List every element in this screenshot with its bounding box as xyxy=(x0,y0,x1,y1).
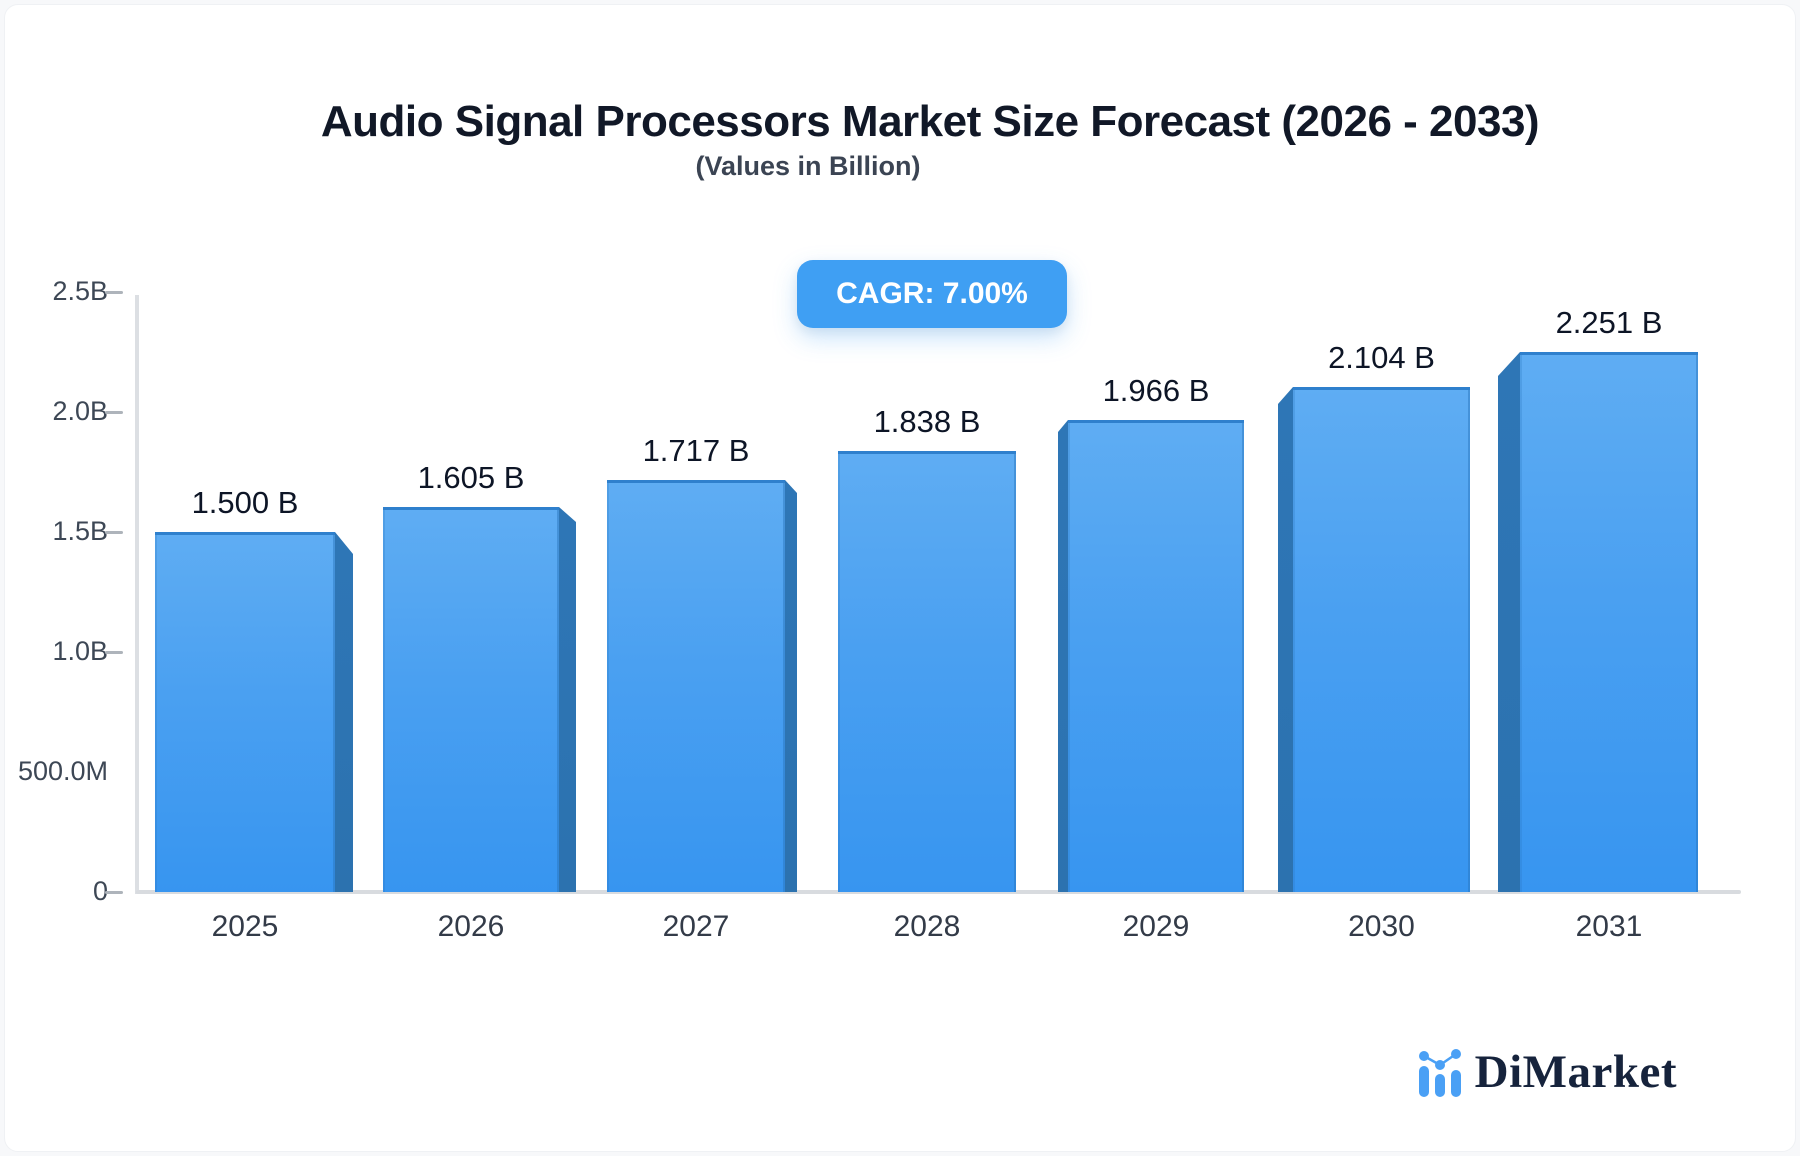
x-axis-label: 2030 xyxy=(1348,910,1415,943)
chart-title: Audio Signal Processors Market Size Fore… xyxy=(320,97,1540,146)
y-axis-line xyxy=(135,295,139,894)
bar-2025 xyxy=(155,532,335,892)
bar-side-face xyxy=(335,532,353,892)
bar-side-face xyxy=(1058,420,1068,892)
x-axis-line xyxy=(136,890,1741,894)
x-axis-label: 2027 xyxy=(662,910,730,943)
x-axis-label: 2025 xyxy=(211,910,279,943)
brand-name: DiMarket xyxy=(1474,1046,1677,1098)
bar-value-label: 2.251 B xyxy=(1555,305,1663,340)
brand-logo[interactable]: DiMarket xyxy=(1417,1045,1677,1099)
bar-2031 xyxy=(1520,352,1698,892)
bar-side-face xyxy=(559,507,576,892)
x-axis-label: 2031 xyxy=(1575,910,1643,943)
y-tick-label: 1.0B xyxy=(52,636,108,666)
bar-2026 xyxy=(383,507,559,892)
y-tick-mark xyxy=(105,651,123,654)
bar-value-label: 1.717 B xyxy=(642,433,750,468)
y-tick-label: 1.5B xyxy=(52,516,108,546)
x-axis-label: 2026 xyxy=(437,910,505,943)
cagr-badge: CAGR: 7.00% xyxy=(797,260,1067,328)
bar-2027 xyxy=(607,480,785,892)
chart-card: Audio Signal Processors Market Size Fore… xyxy=(4,4,1796,1152)
x-axis-label: 2028 xyxy=(893,910,961,943)
bar-value-label: 1.966 B xyxy=(1102,373,1210,408)
y-tick-mark xyxy=(105,291,123,294)
bar-value-label: 1.838 B xyxy=(873,404,981,439)
bar-value-label: 2.104 B xyxy=(1328,340,1435,375)
bar-2028 xyxy=(838,451,1016,892)
bar-value-label: 1.605 B xyxy=(417,460,525,495)
bar-side-face xyxy=(1498,352,1520,892)
y-tick-mark xyxy=(105,891,123,894)
mini-bar-chart-icon xyxy=(1418,1049,1461,1097)
y-tick-label: 500.0M xyxy=(17,756,108,786)
chart-subtitle: (Values in Billion) xyxy=(695,151,921,181)
bar-side-face xyxy=(1278,387,1293,892)
x-axis-label: 2029 xyxy=(1122,910,1190,943)
y-tick-label: 2.5B xyxy=(52,276,108,306)
bar-2029 xyxy=(1068,420,1244,892)
bar-value-label: 1.500 B xyxy=(191,485,299,520)
bar-side-face xyxy=(785,480,797,892)
y-tick-mark xyxy=(105,411,123,414)
y-tick-mark xyxy=(105,531,123,534)
y-tick-label: 2.0B xyxy=(52,396,108,426)
bar-2030 xyxy=(1293,387,1470,892)
y-tick-label: 0 xyxy=(92,876,108,906)
